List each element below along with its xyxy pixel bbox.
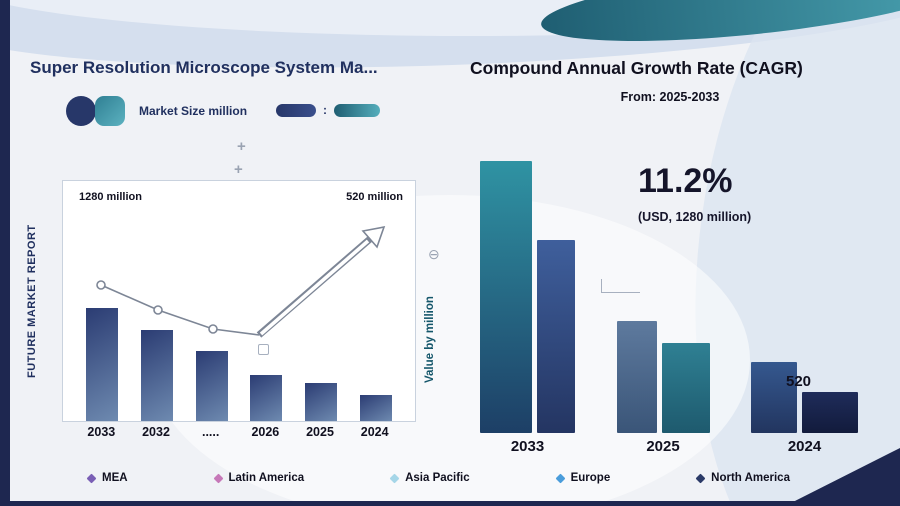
cagr-x-axis: 2033 2025 2024 (480, 438, 858, 455)
bottom-right-corner-triangle (785, 448, 900, 506)
legend-marker-icon (213, 473, 223, 483)
ratio-pill-icon: : (276, 104, 380, 117)
left-frame-bar (0, 0, 10, 506)
market-size-legend-label: Market Size million (139, 104, 248, 118)
legend-label: MEA (102, 472, 128, 484)
cagr-bar-2033-2 (537, 239, 575, 433)
square-decoration (258, 344, 269, 355)
market-bar-2024 (359, 394, 392, 421)
cagr-bar-group-2025 (616, 161, 710, 433)
market-bar-2026 (250, 375, 283, 421)
cagr-note: (USD, 1280 million) (638, 210, 752, 224)
cagr-bar-2024-2 (802, 392, 858, 433)
value-by-million-label: Value by million (424, 296, 436, 384)
market-bar-..... (195, 351, 228, 421)
cagr-axis-label: 2033 (510, 438, 545, 455)
cagr-bar-2025-2 (661, 343, 710, 433)
legend-label: Asia Pacific (405, 472, 470, 484)
market-size-icon-teal (95, 96, 125, 126)
market-bar-2032 (140, 329, 173, 421)
legend-label: Latin America (228, 472, 305, 484)
legend-marker-icon (86, 473, 97, 483)
future-market-report-label: FUTURE MARKET REPORT (26, 224, 38, 378)
market-title: Super Resolution Microscope System Ma... (30, 58, 378, 77)
cagr-bar-group-2033 (480, 161, 575, 433)
legend-label: Europe (570, 472, 611, 484)
market-axis-label: 2033 (87, 425, 116, 439)
market-size-legend: Market Size million (66, 96, 247, 126)
annotation-1280-million: 1280 million (79, 191, 142, 203)
legend-item-north-america: North America (695, 472, 790, 484)
legend-marker-icon (389, 473, 400, 483)
legend-label: North America (711, 472, 790, 484)
legend-marker-icon (555, 473, 566, 483)
bottom-frame-bar (0, 501, 900, 506)
cagr-bar-2025-1 (616, 321, 657, 433)
legend-item-mea: MEA (86, 472, 128, 484)
bracket-decoration (601, 279, 640, 293)
cagr-bar-2024-1 (751, 362, 797, 433)
legend-item-asia-pacific: Asia Pacific (389, 472, 470, 484)
cagr-title: Compound Annual Growth Rate (CAGR) (470, 58, 803, 78)
plus-icon: + (237, 138, 246, 155)
cagr-bars (480, 161, 858, 433)
market-size-icon (66, 96, 96, 126)
market-axis-label: 2025 (306, 425, 334, 439)
market-size-x-axis: 2033 2032..... 2026 2025 2024 (62, 425, 414, 439)
cagr-value: 11.2% (638, 162, 733, 200)
annotation-520: 520 (786, 373, 812, 390)
plus-icon: + (234, 161, 243, 178)
cagr-bar-group-2024 (751, 161, 858, 433)
ratio-colon: : (323, 103, 327, 117)
market-axis-label: ..... (201, 425, 220, 439)
market-size-bars (63, 181, 415, 421)
cagr-subtitle: From: 2025-2033 (620, 90, 720, 104)
trend-arrow-icon (96, 225, 386, 338)
cagr-axis-label: 2025 (646, 438, 680, 455)
region-legend: MEA Latin America Asia Pacific Europe North … (86, 472, 790, 484)
cagr-chart: 2033 2025 2024 (480, 161, 858, 455)
legend-item-latin-america: Latin America (213, 472, 305, 484)
annotation-520-million: 520 million (346, 191, 403, 203)
market-bar-2033 (86, 308, 119, 421)
market-axis-label: 2024 (360, 425, 389, 439)
circle-minus-icon: ⊖ (428, 246, 440, 262)
legend-marker-icon (695, 473, 706, 483)
cagr-bar-2033-1 (480, 161, 532, 433)
market-axis-label: 2026 (251, 425, 280, 439)
legend-item-europe: Europe (555, 472, 611, 484)
market-size-chart: 1280 million 520 million (62, 180, 416, 422)
ratio-pill-navy (276, 104, 316, 117)
market-bar-2025 (304, 382, 337, 421)
market-axis-label: 2032 (142, 425, 170, 439)
ratio-pill-teal (334, 104, 380, 117)
